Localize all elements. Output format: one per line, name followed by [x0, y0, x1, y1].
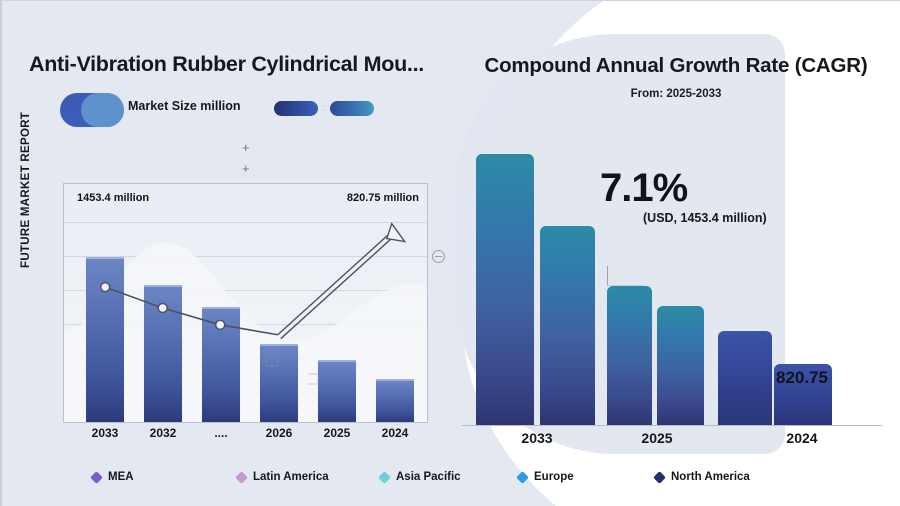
- x-label-3: 2026: [265, 426, 293, 440]
- legend-dot-europe: [516, 470, 529, 484]
- legend-label-europe: Europe: [534, 471, 574, 483]
- legend-dot-north-america: [653, 470, 666, 484]
- legend-dot-asia-pacific: [378, 470, 391, 484]
- legend-dot-latin-america: [235, 470, 248, 484]
- legend-item-north-america[interactable]: North America: [653, 470, 750, 484]
- bar-2024-secondary: [774, 364, 832, 426]
- right-x-label-0: 2033: [521, 430, 553, 446]
- legend-label-asia-pacific: Asia Pacific: [396, 471, 461, 483]
- bar-2025: [318, 360, 356, 422]
- legend-item-latin-america[interactable]: Latin America: [235, 470, 329, 484]
- legend-item-asia-pacific[interactable]: Asia Pacific: [378, 470, 461, 484]
- region-legend: MEA Latin America Asia Pacific Europe No…: [0, 462, 900, 492]
- cagr-title: Compound Annual Growth Rate (CAGR): [484, 54, 868, 77]
- callout-bracket: [607, 266, 643, 286]
- right-chart-x-labels: 2033 2025 2024: [462, 430, 882, 452]
- legend-series-label: Market Size million: [128, 99, 241, 113]
- legend-dot-mea: [90, 470, 103, 484]
- cagr-percentage: 7.1%: [600, 166, 688, 210]
- legend-label-north-america: North America: [671, 471, 750, 483]
- bar-2024-primary: [718, 331, 772, 426]
- brand-logo-icon: [60, 93, 124, 127]
- circle-minus-icon[interactable]: [432, 250, 445, 263]
- bar-2033-secondary: [540, 226, 595, 426]
- legend-label-latin-america: Latin America: [253, 471, 329, 483]
- bar-2025-primary: [607, 286, 652, 426]
- left-chart-y-axis-label: FUTURE MARKET REPORT: [20, 111, 32, 268]
- legend-pill-primary: [274, 101, 318, 116]
- right-bar-chart: [462, 150, 882, 426]
- legend-item-mea[interactable]: MEA: [90, 470, 134, 484]
- right-x-label-2: 2024: [786, 430, 818, 446]
- plus-icon: +: [242, 140, 250, 155]
- right-chart-end-value: 820.75: [776, 368, 828, 387]
- legend-label-mea: MEA: [108, 471, 134, 483]
- plus-icon: +: [242, 161, 250, 176]
- left-chart-end-value: 820.75 million: [346, 192, 419, 204]
- x-label-5: 2024: [381, 426, 409, 440]
- left-bar-chart: 1453.4 million 820.75 million: [63, 183, 428, 423]
- bar-2025-secondary: [657, 306, 704, 426]
- legend-pill-group: :: [274, 101, 374, 116]
- right-x-label-1: 2025: [641, 430, 673, 446]
- left-chart-trend-line: [100, 222, 407, 340]
- page-title: Anti-Vibration Rubber Cylindrical Mou...: [29, 52, 424, 76]
- bar-2024: [376, 379, 414, 422]
- x-label-1: 2032: [149, 426, 177, 440]
- x-label-2: ....: [214, 426, 228, 440]
- bar-2033-primary: [476, 154, 534, 426]
- legend-pill-separator: :: [323, 105, 325, 112]
- legend-item-europe[interactable]: Europe: [516, 470, 574, 484]
- cagr-usd-note: (USD, 1453.4 million): [643, 211, 767, 225]
- bar-2026: [260, 344, 298, 422]
- left-chart-start-value: 1453.4 million: [77, 192, 150, 204]
- cagr-subtitle: From: 2025-2033: [630, 88, 722, 100]
- left-chart-x-labels: 2033 2032 .... 2026 2025 2024: [63, 426, 428, 446]
- x-label-4: 2025: [323, 426, 351, 440]
- legend-pill-secondary: [329, 101, 374, 116]
- right-chart-baseline: [462, 425, 882, 426]
- x-label-0: 2033: [91, 426, 119, 440]
- watermark-icon: [265, 349, 319, 385]
